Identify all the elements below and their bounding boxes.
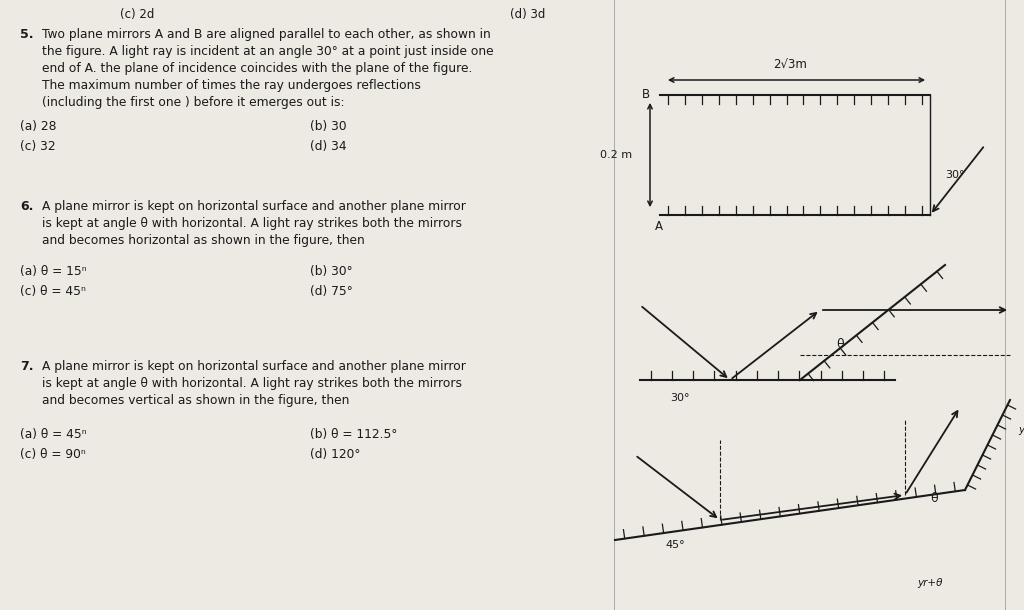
Text: (b) 30: (b) 30	[310, 120, 347, 133]
Text: Two plane mirrors A and B are aligned parallel to each other, as shown in: Two plane mirrors A and B are aligned pa…	[42, 28, 490, 41]
Text: the figure. A light ray is incident at an angle 30° at a point just inside one: the figure. A light ray is incident at a…	[42, 45, 494, 58]
Text: B: B	[642, 88, 650, 101]
Text: 7.: 7.	[20, 360, 34, 373]
Text: A plane mirror is kept on horizontal surface and another plane mirror: A plane mirror is kept on horizontal sur…	[42, 200, 466, 213]
Text: (d) 34: (d) 34	[310, 140, 347, 153]
Text: θ: θ	[930, 492, 938, 504]
Text: 30°: 30°	[670, 393, 689, 403]
Text: (c) 2d: (c) 2d	[120, 8, 155, 21]
Text: 6.: 6.	[20, 200, 34, 213]
Text: 2√3m: 2√3m	[773, 59, 807, 72]
Text: (d) 120°: (d) 120°	[310, 448, 360, 461]
Text: (c) θ = 45ⁿ: (c) θ = 45ⁿ	[20, 285, 86, 298]
Text: is kept at angle θ with horizontal. A light ray strikes both the mirrors: is kept at angle θ with horizontal. A li…	[42, 377, 462, 390]
Text: (d) 3d: (d) 3d	[510, 8, 546, 21]
Text: end of A. the plane of incidence coincides with the plane of the figure.: end of A. the plane of incidence coincid…	[42, 62, 472, 75]
Text: (a) θ = 15ⁿ: (a) θ = 15ⁿ	[20, 265, 87, 278]
Text: yr+θ: yr+θ	[918, 578, 943, 588]
Text: θ: θ	[836, 337, 844, 351]
Text: and becomes horizontal as shown in the figure, then: and becomes horizontal as shown in the f…	[42, 234, 365, 247]
Text: A plane mirror is kept on horizontal surface and another plane mirror: A plane mirror is kept on horizontal sur…	[42, 360, 466, 373]
Text: 0.2 m: 0.2 m	[600, 150, 632, 160]
Text: (a) θ = 45ⁿ: (a) θ = 45ⁿ	[20, 428, 87, 441]
Text: (a) 28: (a) 28	[20, 120, 56, 133]
Text: The maximum number of times the ray undergoes reflections: The maximum number of times the ray unde…	[42, 79, 421, 92]
Text: (c) 32: (c) 32	[20, 140, 55, 153]
Text: and becomes vertical as shown in the figure, then: and becomes vertical as shown in the fig…	[42, 394, 349, 407]
Text: A: A	[655, 220, 663, 233]
Text: (b) θ = 112.5°: (b) θ = 112.5°	[310, 428, 397, 441]
Text: 45°: 45°	[665, 540, 685, 550]
Text: yr-θ: yr-θ	[1018, 425, 1024, 435]
Text: (c) θ = 90ⁿ: (c) θ = 90ⁿ	[20, 448, 86, 461]
Text: 5.: 5.	[20, 28, 34, 41]
Text: 30°: 30°	[945, 170, 965, 180]
Text: (d) 75°: (d) 75°	[310, 285, 352, 298]
Text: (b) 30°: (b) 30°	[310, 265, 352, 278]
Text: is kept at angle θ with horizontal. A light ray strikes both the mirrors: is kept at angle θ with horizontal. A li…	[42, 217, 462, 230]
Text: (including the first one ) before it emerges out is:: (including the first one ) before it eme…	[42, 96, 344, 109]
